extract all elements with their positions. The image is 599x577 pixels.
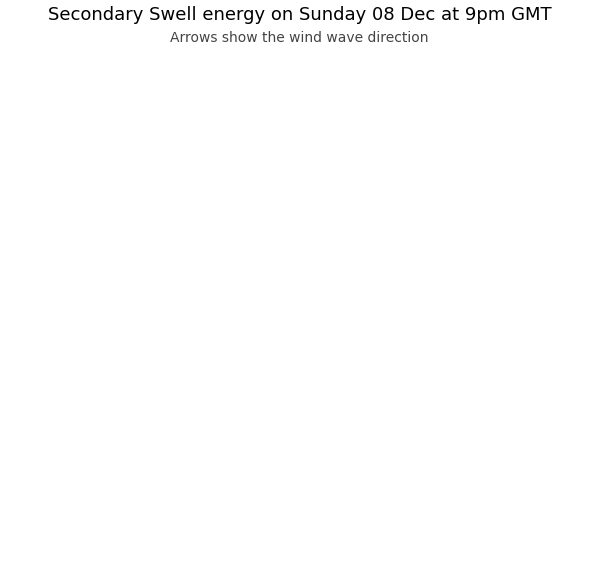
Text: Secondary Swell energy on Sunday 08 Dec at 9pm GMT: Secondary Swell energy on Sunday 08 Dec … bbox=[48, 6, 551, 24]
Text: Cartopy not available
Install cartopy for map rendering: Cartopy not available Install cartopy fo… bbox=[162, 294, 437, 332]
Text: Arrows show the wind wave direction: Arrows show the wind wave direction bbox=[170, 31, 429, 45]
